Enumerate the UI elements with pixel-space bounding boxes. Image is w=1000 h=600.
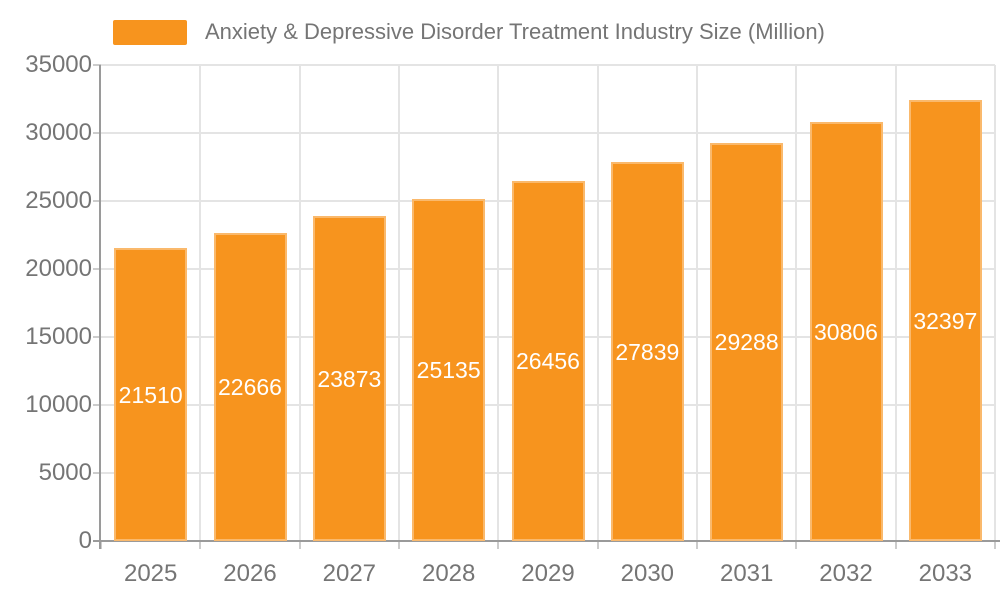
bar-2028[interactable] (412, 199, 486, 541)
bar-2031[interactable] (710, 142, 784, 541)
horizontal-gridline (101, 64, 995, 66)
x-axis-tick (994, 541, 996, 549)
x-axis-tick (696, 541, 698, 549)
y-tick-label: 20000 (25, 255, 92, 282)
y-tick-label: 25000 (25, 187, 92, 214)
x-axis-tick (894, 541, 897, 549)
x-tick-label: 2028 (421, 560, 476, 587)
x-axis-tick (596, 541, 599, 549)
y-tick-label: 5000 (38, 459, 92, 486)
y-axis-line (99, 65, 101, 549)
x-tick-label: 2026 (223, 560, 277, 587)
horizontal-gridline (101, 132, 995, 134)
x-tick-label: 2027 (322, 560, 377, 587)
bar-2032[interactable] (809, 122, 883, 541)
y-axis-tick (93, 268, 101, 270)
x-tick-label: 2031 (719, 560, 774, 587)
legend-swatch-icon (113, 19, 187, 45)
x-axis-tick (100, 541, 102, 549)
bar-2033[interactable] (908, 100, 982, 541)
y-axis-tick (93, 132, 101, 134)
x-axis-tick (298, 541, 301, 549)
y-axis-tick (93, 472, 101, 474)
x-tick-label: 2025 (123, 560, 178, 587)
vertical-gridline (497, 65, 500, 541)
y-tick-label: 15000 (25, 323, 92, 350)
vertical-gridline (696, 65, 698, 541)
legend-item[interactable]: Anxiety & Depressive Disorder Treatment … (113, 18, 825, 46)
x-tick-label: 2029 (521, 560, 575, 587)
vertical-gridline (199, 65, 202, 541)
bar-2026[interactable] (213, 232, 287, 541)
x-tick-label: 2030 (620, 560, 675, 587)
y-tick-label: 30000 (25, 119, 92, 146)
y-tick-label: 0 (78, 527, 92, 554)
vertical-gridline (894, 65, 897, 541)
bar-2029[interactable] (511, 181, 585, 541)
vertical-gridline (994, 65, 996, 541)
x-axis-tick (795, 541, 798, 549)
y-tick-label: 10000 (25, 391, 92, 418)
y-axis-tick (93, 404, 101, 406)
y-axis-tick (93, 64, 101, 66)
vertical-gridline (596, 65, 599, 541)
x-axis-tick (497, 541, 500, 549)
x-axis-tick (199, 541, 202, 549)
vertical-gridline (398, 65, 400, 541)
vertical-gridline (298, 65, 301, 541)
y-axis-tick (93, 200, 101, 202)
x-axis-tick (398, 541, 400, 549)
x-tick-label: 2033 (918, 560, 973, 587)
x-axis-line (93, 540, 1000, 542)
bar-2025[interactable] (114, 248, 188, 541)
x-tick-label: 2032 (819, 560, 873, 587)
chart-title: Anxiety & Depressive Disorder Treatment … (205, 19, 825, 44)
vertical-gridline (795, 65, 798, 541)
y-axis-tick (93, 336, 101, 338)
bar-2027[interactable] (312, 216, 386, 541)
bar-2030[interactable] (610, 162, 684, 541)
y-tick-label: 35000 (25, 51, 92, 78)
